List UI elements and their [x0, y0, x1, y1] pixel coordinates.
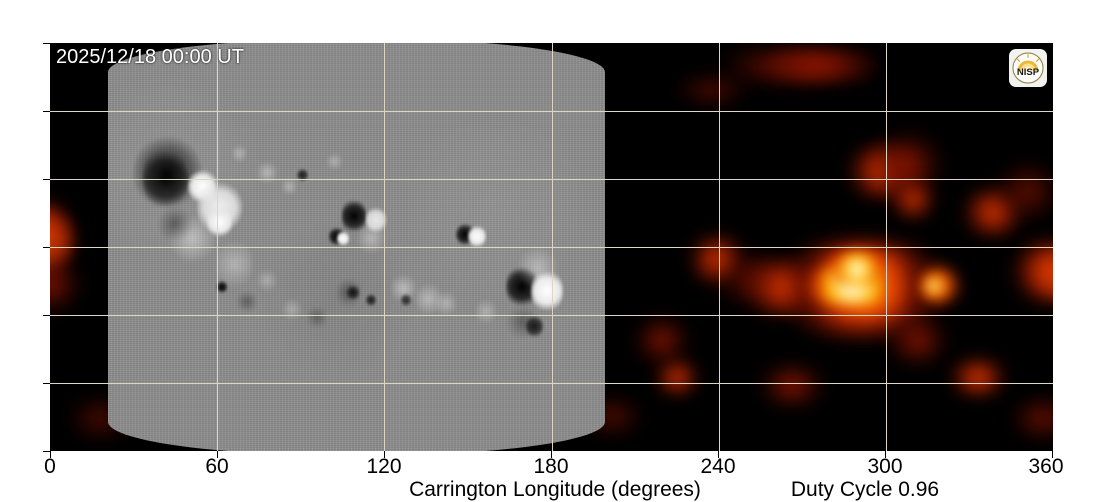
- active-region: [468, 224, 487, 250]
- emission-feature: [942, 361, 1013, 394]
- ytick-label-30: 30: [0, 167, 42, 191]
- nisp-logo: NISP: [1009, 49, 1047, 87]
- ytick--60: [43, 383, 50, 384]
- network-element: [416, 280, 442, 318]
- emission-feature: [752, 57, 893, 74]
- network-element: [257, 267, 277, 293]
- network-element: [281, 176, 297, 198]
- date-stamp: 2025/12/18 00:00 UT: [56, 46, 244, 68]
- emission-feature: [1002, 402, 1053, 435]
- emission-feature: [1012, 234, 1053, 309]
- xtick-label-120: 120: [366, 455, 402, 478]
- plage: [515, 247, 561, 289]
- ytick-label--90: -90: [0, 437, 42, 461]
- magnetogram-strip: [107, 43, 606, 451]
- xtick-240: [718, 451, 719, 458]
- emission-feature: [661, 79, 763, 101]
- network-element: [237, 288, 258, 314]
- ytick--90: [43, 451, 50, 452]
- plot-area: 2025/12/18 00:00 UT NISP: [50, 43, 1053, 451]
- emission-feature: [992, 165, 1053, 219]
- nisp-logo-text: NISP: [1017, 67, 1040, 78]
- emission-feature: [752, 369, 833, 403]
- xtick-label-360: 360: [1028, 455, 1064, 478]
- network-element: [257, 159, 277, 185]
- emission-peak: [920, 275, 947, 296]
- plage: [356, 222, 387, 256]
- x-axis-title: Carrington Longitude (degrees): [409, 478, 701, 501]
- xtick-300: [885, 451, 886, 458]
- xtick-label-300: 300: [867, 455, 903, 478]
- plage: [167, 213, 218, 264]
- ytick-60: [43, 111, 50, 112]
- ytick-0: [43, 247, 50, 248]
- xtick-label-180: 180: [533, 455, 569, 478]
- ytick-label-90: 90: [0, 33, 42, 57]
- network-element: [296, 167, 308, 183]
- network-element: [475, 296, 496, 327]
- network-element: [306, 305, 327, 331]
- xtick-label-0: 0: [44, 455, 56, 478]
- xtick-0: [50, 451, 51, 458]
- ytick-30: [43, 179, 50, 180]
- magnetogram-panel: [50, 43, 642, 451]
- ytick-label-60: 60: [0, 99, 42, 123]
- xtick-60: [217, 451, 218, 458]
- emission-feature: [651, 361, 702, 394]
- active-region: [366, 205, 387, 235]
- emission-peak: [827, 253, 888, 286]
- duty-cycle-label: Duty Cycle 0.96: [790, 478, 940, 501]
- plage: [505, 305, 541, 339]
- network-element: [366, 292, 377, 307]
- xtick-180: [551, 451, 552, 458]
- active-region: [341, 197, 367, 235]
- emission-feature: [887, 181, 938, 219]
- plage: [157, 205, 193, 243]
- network-element: [281, 296, 302, 322]
- nisp-logo-icon: NISP: [1012, 52, 1044, 84]
- active-region: [530, 267, 563, 314]
- emission-feature: [631, 320, 692, 362]
- ytick-label-0: 0: [0, 235, 42, 259]
- xtick-120: [384, 451, 385, 458]
- emission-feature: [882, 320, 953, 362]
- xtick-360: [1052, 451, 1053, 458]
- network-element: [326, 151, 342, 173]
- network-element: [401, 292, 412, 307]
- ytick-label--30: -30: [0, 303, 42, 327]
- active-region: [336, 230, 350, 247]
- network-element: [346, 284, 359, 302]
- active-region: [207, 205, 233, 239]
- ytick--30: [43, 315, 50, 316]
- active-region: [525, 313, 543, 339]
- network-element: [217, 280, 228, 294]
- xtick-label-240: 240: [700, 455, 736, 478]
- xtick-label-60: 60: [205, 455, 229, 478]
- network-element: [436, 288, 456, 318]
- network-element: [232, 142, 248, 164]
- ytick-label--60: -60: [0, 371, 42, 395]
- ytick-90: [43, 43, 50, 44]
